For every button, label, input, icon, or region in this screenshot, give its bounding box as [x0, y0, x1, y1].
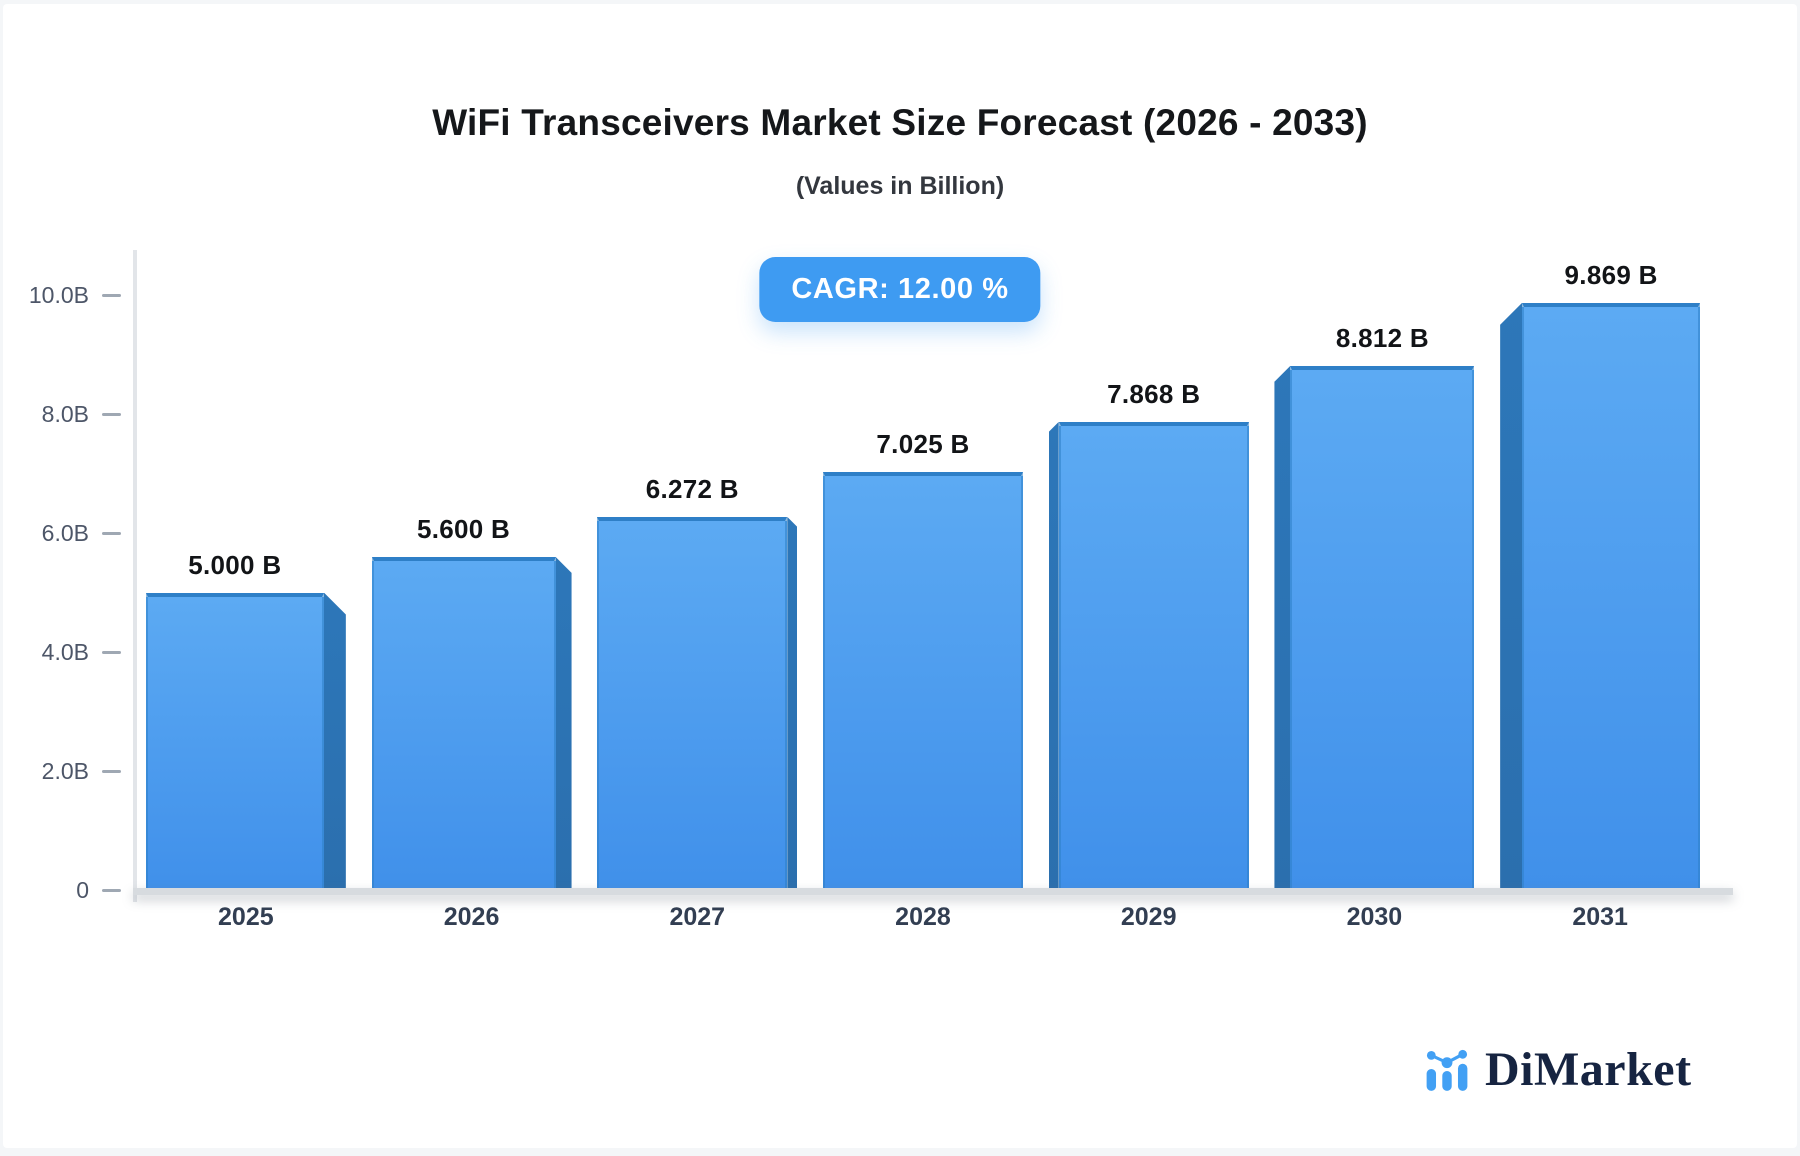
bar-value-label: 8.812 B — [1335, 322, 1429, 353]
bar-chart: 10.0B 8.0B 6.0B 4.0B 2.0B 0 5.000 B 5.600 B 6.2… — [3, 250, 1800, 931]
y-axis-label: 8.0B — [41, 401, 89, 427]
bar-side-face — [555, 556, 572, 890]
x-axis-baseline — [133, 888, 1733, 895]
x-axis-label: 2027 — [669, 903, 726, 931]
chart-card: WiFi Transceivers Market Size Forecast (… — [3, 4, 1797, 1148]
y-axis-label: 2.0B — [41, 758, 89, 784]
bar-front-face — [823, 472, 1023, 890]
y-axis-label: 4.0B — [41, 639, 89, 665]
bar-side-face — [323, 592, 346, 890]
cagr-badge: CAGR: 12.00 % — [759, 257, 1041, 322]
chart-subtitle: (Values in Billion) — [795, 172, 1005, 200]
y-tick-mark — [102, 888, 121, 892]
y-tick-mark — [102, 412, 121, 416]
x-axis-label: 2030 — [1346, 903, 1403, 931]
chart-title: WiFi Transceivers Market Size Forecast (… — [432, 102, 1368, 143]
bar-value-label: 6.272 B — [645, 473, 739, 504]
bar-value-label: 7.868 B — [1107, 378, 1201, 409]
x-axis-label: 2029 — [1120, 903, 1177, 931]
y-axis-label: 0 — [76, 877, 89, 903]
bar-front-face — [1290, 365, 1475, 890]
x-axis-label: 2031 — [1572, 903, 1628, 931]
logo-text: DiMarket — [1485, 1043, 1692, 1096]
bar-2029 — [1048, 421, 1249, 890]
bar-side-face — [1048, 421, 1059, 890]
y-tick-mark — [102, 769, 121, 773]
bar-side-face — [1274, 365, 1291, 890]
x-axis-label: 2026 — [443, 903, 500, 931]
y-tick-mark — [102, 293, 121, 297]
logo: DiMarket — [1424, 1046, 1692, 1094]
y-axis-label: 6.0B — [41, 520, 89, 546]
y-tick-mark — [102, 650, 121, 654]
bar-2025 — [145, 592, 346, 890]
bar-side-face — [787, 516, 798, 890]
bar-2026 — [371, 556, 572, 890]
bar-2028 — [823, 472, 1023, 890]
bar-front-face — [371, 556, 556, 890]
bar-value-label: 5.600 B — [416, 513, 511, 544]
bar-2031 — [1500, 302, 1701, 890]
bar-value-label: 5.000 B — [188, 549, 282, 580]
bar-value-label: 9.869 B — [1564, 259, 1658, 290]
bar-value-label: 7.025 B — [876, 429, 970, 460]
bar-front-face — [597, 516, 788, 890]
y-axis-label: 10.0B — [28, 282, 89, 308]
y-tick-mark — [102, 531, 121, 535]
bar-2030 — [1274, 365, 1475, 890]
x-axis-label: 2028 — [895, 903, 951, 931]
bar-chart-line-logo-icon — [1426, 1049, 1468, 1091]
bar-front-face — [1522, 302, 1701, 890]
bar-front-face — [1058, 421, 1249, 890]
bar-2027 — [597, 516, 798, 890]
bar-front-face — [145, 592, 324, 890]
y-axis-line — [133, 250, 137, 902]
x-axis-label: 2025 — [218, 903, 274, 931]
bar-side-face — [1500, 302, 1523, 890]
